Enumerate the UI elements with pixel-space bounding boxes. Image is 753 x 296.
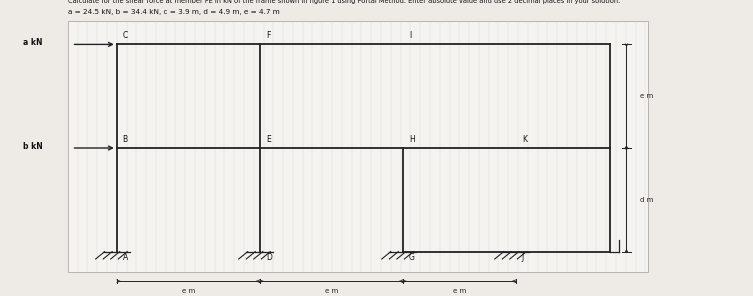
Text: I: I bbox=[409, 31, 411, 41]
Text: C: C bbox=[123, 31, 128, 41]
Text: e m: e m bbox=[325, 288, 338, 294]
Text: e m: e m bbox=[640, 93, 654, 99]
FancyBboxPatch shape bbox=[68, 21, 648, 272]
Text: Calculate for the shear force at member FE in kN of the frame shown in figure 1 : Calculate for the shear force at member … bbox=[68, 0, 620, 4]
Text: B: B bbox=[123, 135, 128, 144]
Text: e m: e m bbox=[453, 288, 466, 294]
Text: b kN: b kN bbox=[23, 142, 42, 151]
Text: a kN: a kN bbox=[23, 38, 42, 47]
Text: A: A bbox=[123, 253, 128, 263]
Text: E: E bbox=[266, 135, 270, 144]
Text: d m: d m bbox=[640, 197, 654, 203]
Text: J: J bbox=[522, 253, 524, 263]
Text: a = 24.5 kN, b = 34.4 kN, c = 3.9 m, d = 4.9 m, e = 4.7 m: a = 24.5 kN, b = 34.4 kN, c = 3.9 m, d =… bbox=[68, 9, 279, 15]
Text: K: K bbox=[522, 135, 527, 144]
Text: F: F bbox=[266, 31, 270, 41]
Text: G: G bbox=[409, 253, 415, 263]
Text: e m: e m bbox=[181, 288, 195, 294]
Text: D: D bbox=[266, 253, 272, 263]
Text: H: H bbox=[409, 135, 415, 144]
